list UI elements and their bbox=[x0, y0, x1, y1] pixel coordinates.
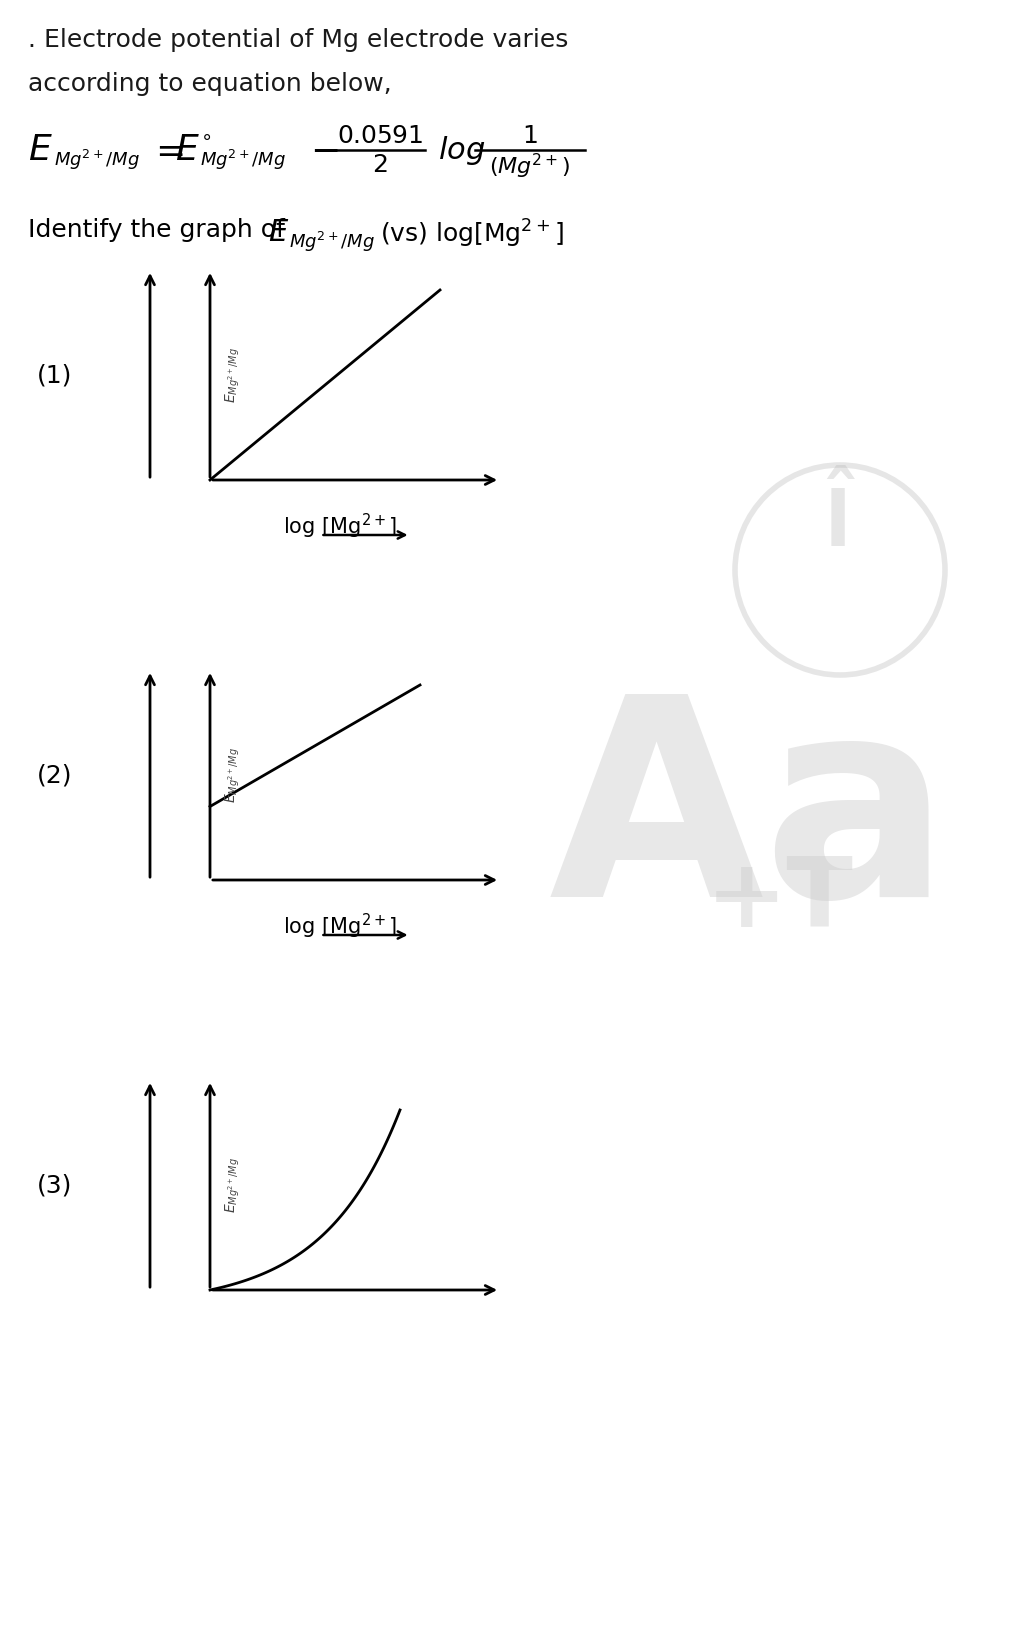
Text: according to equation below,: according to equation below, bbox=[28, 72, 392, 96]
Text: (3): (3) bbox=[37, 1173, 73, 1198]
Text: $Mg^{2+}/Mg$: $Mg^{2+}/Mg$ bbox=[54, 149, 140, 172]
Text: $log$: $log$ bbox=[438, 134, 485, 167]
Text: $Mg^{2+}/Mg$: $Mg^{2+}/Mg$ bbox=[200, 149, 286, 172]
Text: $1$: $1$ bbox=[522, 124, 538, 149]
Text: (vs) log[Mg$^{2+}$]: (vs) log[Mg$^{2+}$] bbox=[380, 217, 564, 250]
Text: $2$: $2$ bbox=[373, 154, 388, 176]
Text: $E_{Mg^{2+}/Mg}$: $E_{Mg^{2+}/Mg}$ bbox=[224, 747, 243, 802]
Text: $0.0591$: $0.0591$ bbox=[337, 124, 423, 149]
Text: $-$: $-$ bbox=[310, 132, 339, 167]
Text: $E_{Mg^{2+}/Mg}$: $E_{Mg^{2+}/Mg}$ bbox=[224, 1157, 243, 1212]
Text: Identify the graph of: Identify the graph of bbox=[28, 217, 293, 242]
Text: $E$: $E$ bbox=[175, 132, 200, 167]
Text: $E$: $E$ bbox=[28, 132, 53, 167]
Text: Aa: Aa bbox=[549, 685, 951, 954]
Text: log [Mg$^{2+}$]: log [Mg$^{2+}$] bbox=[284, 511, 397, 541]
Text: $\circ$: $\circ$ bbox=[200, 126, 211, 144]
Text: $=$: $=$ bbox=[148, 132, 183, 167]
Text: (2): (2) bbox=[37, 763, 73, 788]
Text: $E_{Mg^{2+}/Mg}$: $E_{Mg^{2+}/Mg}$ bbox=[224, 346, 243, 404]
Text: . Electrode potential of Mg electrode varies: . Electrode potential of Mg electrode va… bbox=[28, 28, 568, 52]
Text: log [Mg$^{2+}$]: log [Mg$^{2+}$] bbox=[284, 912, 397, 941]
Text: (1): (1) bbox=[37, 363, 73, 387]
Text: $Mg^{2+}/Mg$: $Mg^{2+}/Mg$ bbox=[289, 230, 375, 255]
Text: +T: +T bbox=[707, 853, 854, 946]
Text: $(Mg^{2+})$: $(Mg^{2+})$ bbox=[489, 152, 570, 181]
Text: $\mathbf{\hat{l}}$: $\mathbf{\hat{l}}$ bbox=[823, 477, 856, 562]
Text: $E$: $E$ bbox=[268, 217, 289, 247]
